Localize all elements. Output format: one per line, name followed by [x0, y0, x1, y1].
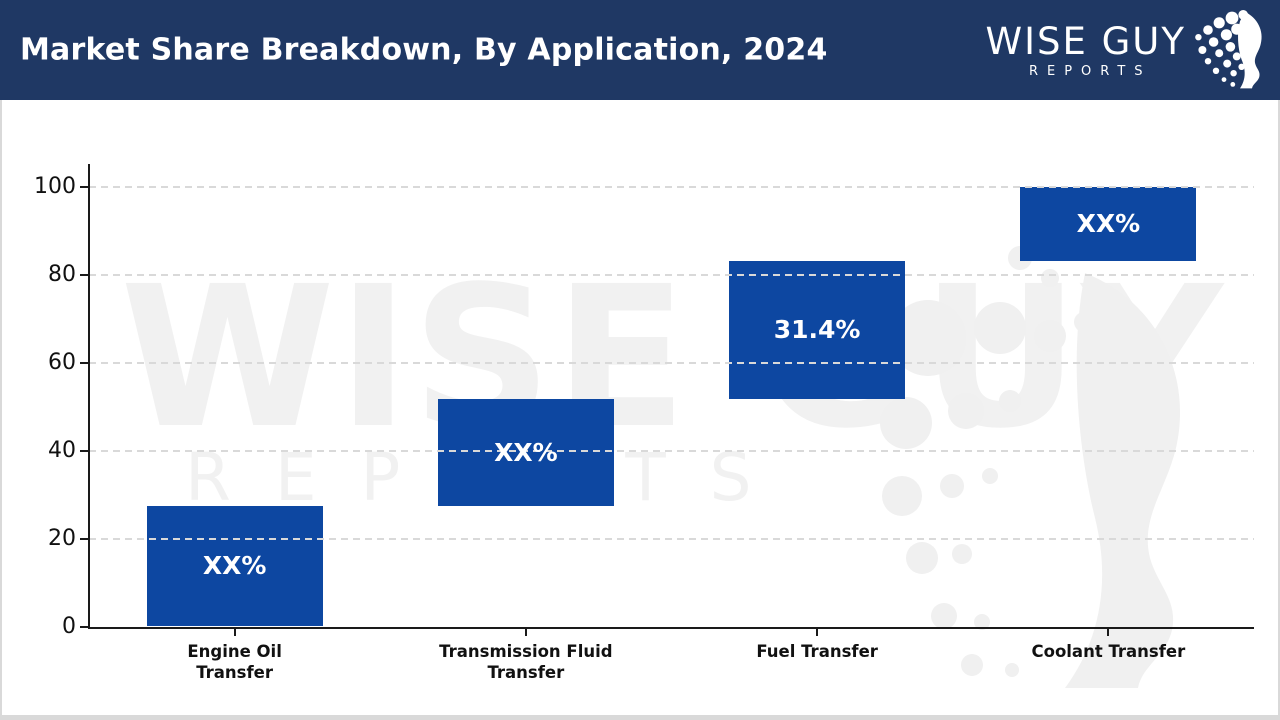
y-axis-tick-label: 20 [48, 525, 76, 551]
logo-subtitle: REPORTS [1028, 63, 1152, 79]
y-gridline [89, 273, 1254, 276]
category-label-line: Coolant Transfer [1031, 642, 1186, 661]
y-axis-tick [80, 537, 88, 540]
y-axis-tick [80, 185, 88, 188]
category-label: Engine Oil Transfer [85, 641, 385, 683]
x-axis-tick [233, 628, 236, 636]
bar-segment [1020, 186, 1197, 261]
bar-value-label: 31.4% [773, 314, 861, 344]
y-axis-tick-label: 100 [34, 173, 76, 199]
logo-text: WISE GUY REPORTS [985, 19, 1186, 79]
y-axis-tick [80, 625, 88, 628]
y-axis-tick [80, 361, 88, 364]
y-axis-tick-label: 80 [48, 261, 76, 287]
y-gridline [89, 449, 1254, 452]
bar-segment [729, 260, 906, 400]
category-label-line: Transmission Fluid [439, 642, 613, 661]
y-gridline [89, 537, 1254, 540]
watermark-face-dots-icon [880, 246, 1181, 688]
category-label: Fuel Transfer [667, 641, 967, 662]
bar-segment [437, 399, 614, 507]
y-axis-tick-label: 40 [48, 437, 76, 463]
window-border-left [0, 100, 2, 720]
y-axis-tick [80, 273, 88, 276]
window-border-right [1278, 100, 1280, 720]
y-axis-tick-label: 60 [48, 349, 76, 375]
bar-value-label: XX% [494, 437, 558, 467]
category-label-line: Transfer [196, 663, 274, 682]
window-border-bottom [0, 715, 1280, 720]
y-axis-tick [80, 449, 88, 452]
wiseguy-logo: WISE GUY REPORTS [986, 10, 1264, 90]
y-gridline [89, 361, 1254, 364]
x-axis-tick [816, 628, 819, 636]
y-axis-tick-label: 0 [62, 613, 76, 639]
y-gridline [89, 185, 1254, 188]
category-label: Transmission Fluid Transfer [376, 641, 676, 683]
category-label: Coolant Transfer [958, 641, 1258, 662]
x-axis-tick [524, 628, 527, 636]
bar-value-label: XX% [202, 551, 267, 581]
header-bar: Market Share Breakdown, By Application, … [0, 0, 1280, 100]
category-label-line: Engine Oil [187, 642, 282, 661]
category-label-line: Transfer [487, 663, 565, 682]
logo-wordmark: WISE GUY [985, 19, 1186, 63]
watermark-wordmark: WISE GUY [120, 244, 1225, 471]
category-label-line: Fuel Transfer [756, 642, 878, 661]
bar-segment [146, 506, 323, 627]
chart-title: Market Share Breakdown, By Application, … [20, 32, 828, 68]
x-axis-line [88, 626, 1254, 629]
bar-value-label: XX% [1076, 208, 1141, 238]
y-axis-line [88, 164, 90, 629]
x-axis-tick [1107, 628, 1110, 636]
logo-face-dots-icon [1195, 10, 1262, 89]
